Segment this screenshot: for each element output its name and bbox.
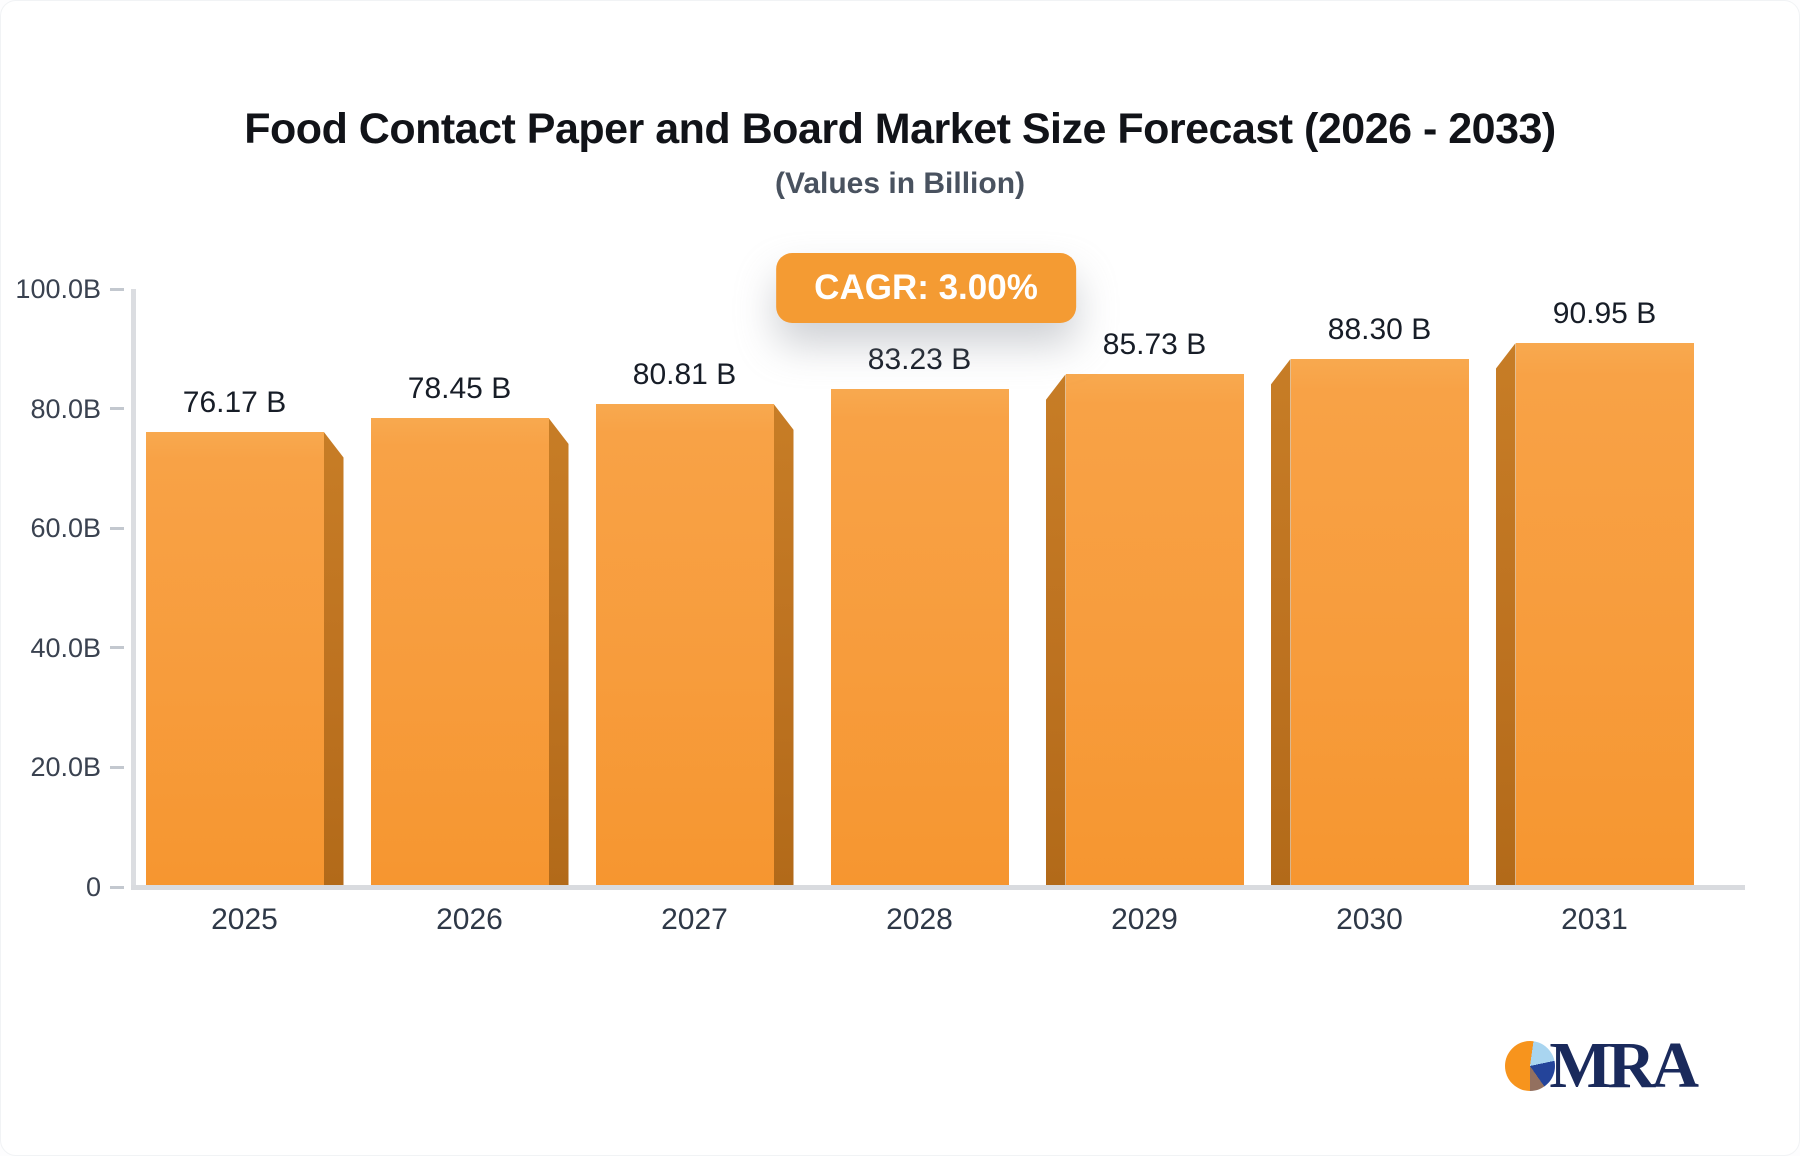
bar-side-face	[1270, 358, 1291, 887]
bar-side-face	[1495, 343, 1516, 887]
x-axis-line	[131, 885, 1745, 890]
bar-group-2026: 78.45 B	[357, 289, 582, 887]
y-tick-mark	[110, 407, 124, 411]
y-tick-label: 100.0B	[15, 274, 101, 304]
bar-front-face	[595, 403, 774, 887]
bar-side-face	[773, 403, 794, 887]
y-tick-mark	[110, 646, 124, 650]
bar-front-face	[830, 389, 1009, 887]
x-tick-label-2029: 2029	[1111, 903, 1178, 936]
bar-2028[interactable]: 83.23 B	[830, 343, 1009, 887]
bar-2026[interactable]: 78.45 B	[370, 372, 569, 887]
chart-subtitle: (Values in Billion)	[774, 167, 1026, 200]
y-tick-mark	[110, 885, 124, 889]
logo-text: MRA	[1549, 1029, 1699, 1102]
bar-side-face	[323, 431, 344, 887]
y-tick-label: 40.0B	[30, 632, 101, 663]
bar-2029[interactable]: 85.73 B	[1045, 328, 1244, 887]
y-tick-mark	[110, 765, 124, 769]
bar-front-face	[1065, 374, 1244, 887]
y-tick-label: 0	[85, 872, 101, 902]
y-tick-label: 80.0B	[30, 393, 101, 424]
bars-row: 76.17 B 78.45 B 80.81 B 83.23 B 85.73 B 88.30…	[132, 289, 1707, 887]
x-tick-label-2026: 2026	[436, 903, 503, 936]
bar-value-label: 85.73 B	[1102, 328, 1207, 362]
bar-value-label: 88.30 B	[1327, 312, 1432, 346]
bar-side-face	[548, 417, 569, 887]
bar-2031[interactable]: 90.95 B	[1495, 297, 1694, 887]
bar-front-face	[145, 431, 324, 887]
x-tick-label-2028: 2028	[886, 903, 953, 936]
bar-2025[interactable]: 76.17 B	[145, 386, 344, 887]
x-tick-label-2027: 2027	[661, 903, 728, 936]
bar-value-label: 76.17 B	[182, 385, 287, 419]
cagr-badge: CAGR: 3.00%	[776, 253, 1076, 323]
bar-group-2029: 85.73 B	[1032, 289, 1257, 887]
bar-group-2027: 80.81 B	[582, 289, 807, 887]
bar-value-label: 83.23 B	[867, 343, 972, 377]
bar-2027[interactable]: 80.81 B	[595, 358, 794, 887]
bar-side-face	[1045, 374, 1066, 887]
x-tick-label-2031: 2031	[1561, 903, 1628, 936]
x-tick-label-2025: 2025	[211, 903, 278, 936]
y-tick-mark	[110, 287, 124, 291]
x-axis-labels: 2025 2026 2027 2028 2029 2030 2031	[132, 903, 1707, 937]
bar-front-face	[1290, 358, 1469, 887]
mra-logo: MRA	[1505, 1029, 1699, 1102]
y-axis-line	[131, 289, 136, 887]
y-tick-label: 60.0B	[30, 513, 101, 544]
pie-chart-logo-icon	[1505, 1041, 1556, 1091]
bar-front-face	[1515, 343, 1694, 887]
bar-group-2025: 76.17 B	[132, 289, 357, 887]
bar-group-2030: 88.30 B	[1257, 289, 1482, 887]
y-tick-label: 20.0B	[30, 752, 101, 783]
bar-value-label: 90.95 B	[1552, 297, 1657, 331]
y-tick-mark	[110, 526, 124, 530]
bar-2030[interactable]: 88.30 B	[1270, 313, 1469, 887]
bar-group-2031: 90.95 B	[1482, 289, 1707, 887]
bar-front-face	[370, 417, 549, 887]
chart-title: Food Contact Paper and Board Market Size…	[244, 105, 1556, 153]
x-tick-label-2030: 2030	[1336, 903, 1403, 936]
bar-value-label: 78.45 B	[407, 371, 512, 405]
bar-value-label: 80.81 B	[632, 357, 737, 391]
bar-group-2028: 83.23 B	[807, 289, 1032, 887]
